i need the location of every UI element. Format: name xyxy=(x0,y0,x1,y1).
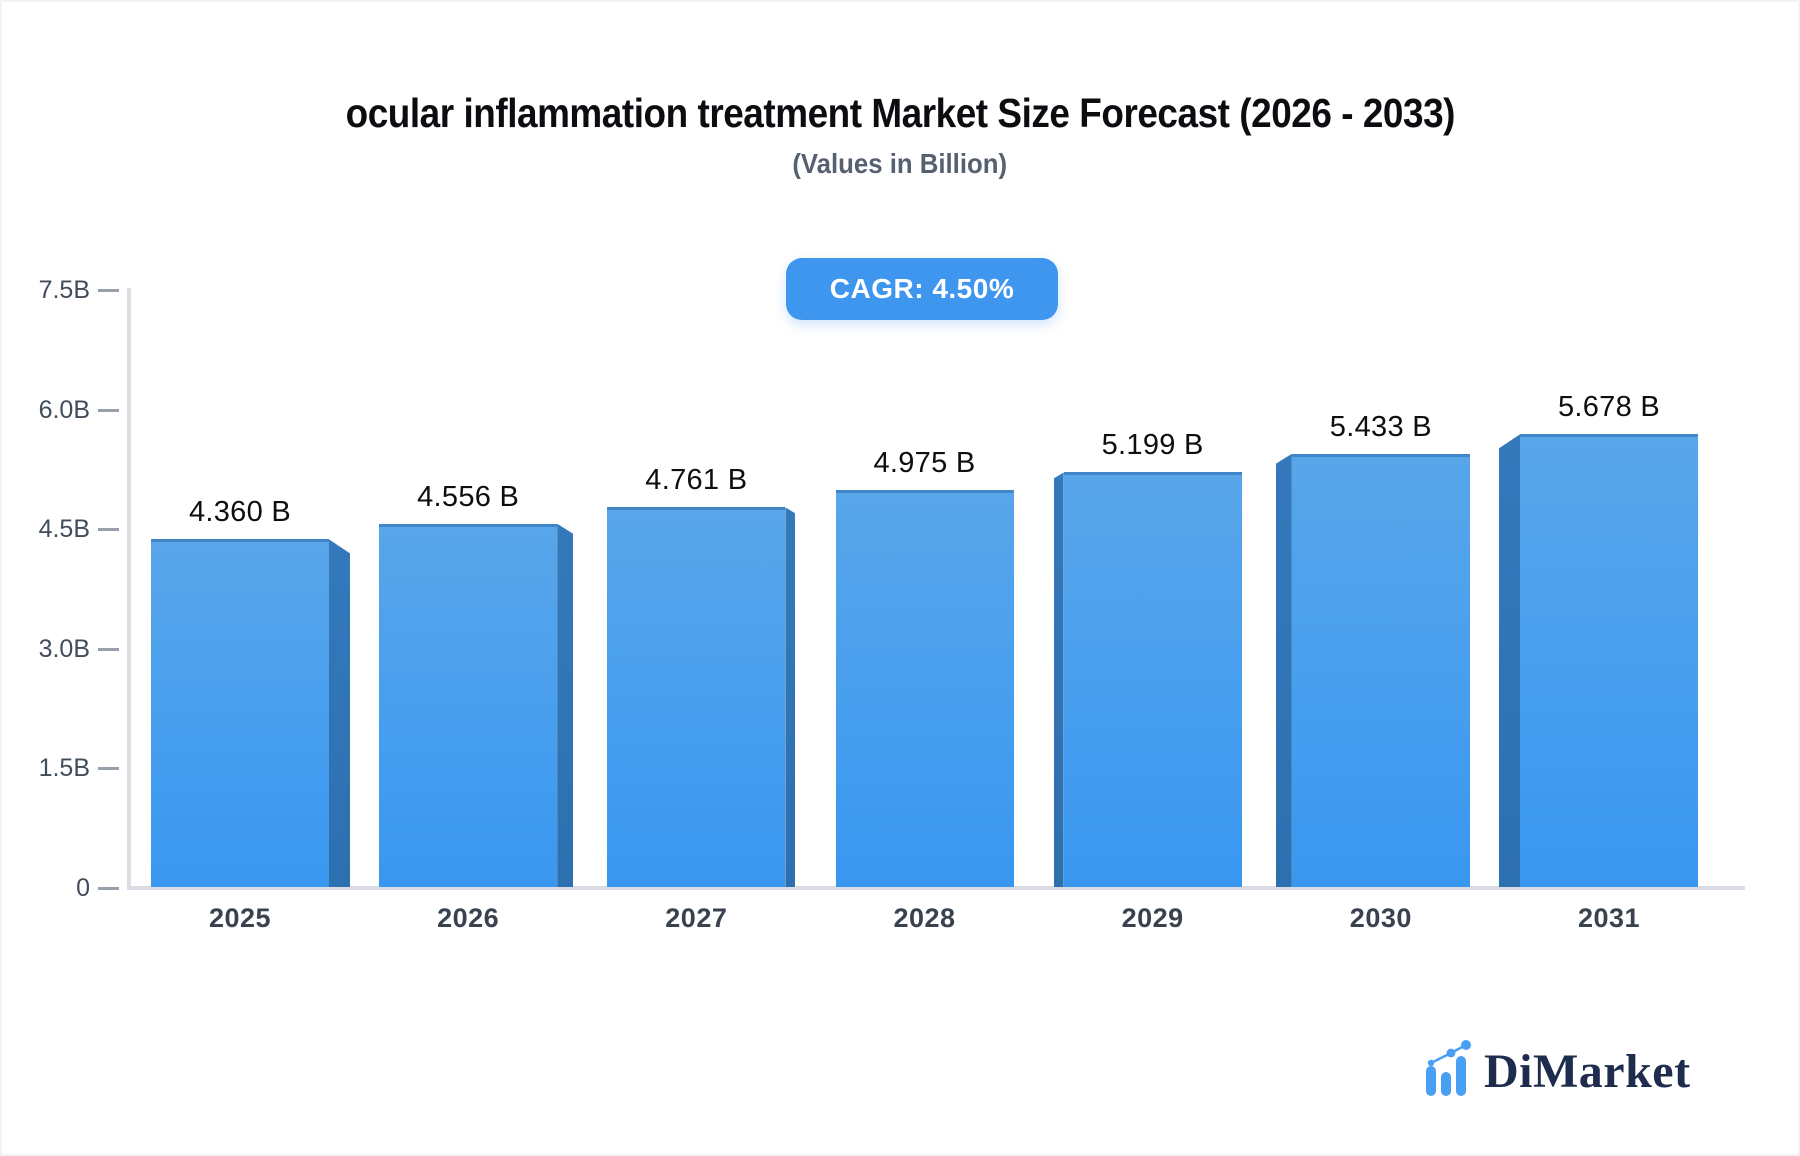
bar-value-label: 5.199 B xyxy=(1101,429,1204,462)
bar-value-label: 5.433 B xyxy=(1329,410,1432,443)
y-tick-label: 7.5B xyxy=(38,276,90,304)
chart-subtitle-text: (Values in Billion) xyxy=(792,148,1008,179)
bar-side-3d xyxy=(785,507,796,887)
bar-side-3d xyxy=(329,539,350,887)
bar-value-label: 4.360 B xyxy=(188,496,292,529)
brand-logo: DiMarket xyxy=(1424,1040,1691,1098)
bar-value-label: 4.975 B xyxy=(873,447,976,480)
bar xyxy=(1063,472,1242,887)
y-tick-label: 0 xyxy=(76,874,90,902)
chart-title-text: ocular inflammation treatment Market Siz… xyxy=(345,90,1455,136)
y-tick-label: 6.0B xyxy=(38,395,90,424)
bar-value-label: 4.556 B xyxy=(417,480,520,513)
y-axis-line xyxy=(127,288,131,889)
y-tick-label: 4.5B xyxy=(38,515,90,544)
bar-side-3d xyxy=(1275,453,1292,887)
x-tick-label: 2026 xyxy=(437,903,500,933)
y-tick-mark xyxy=(98,528,119,532)
y-tick-mark xyxy=(98,647,119,651)
bar xyxy=(607,507,786,887)
bar-side-3d xyxy=(557,523,574,887)
y-tick-label: 1.5B xyxy=(38,754,90,783)
bar xyxy=(379,523,558,887)
y-tick-mark xyxy=(98,887,119,890)
x-tick-label: 2029 xyxy=(1121,903,1184,933)
bar-value-label: 4.761 B xyxy=(645,464,748,497)
bar xyxy=(1291,453,1470,887)
y-tick-mark xyxy=(98,767,119,771)
chart-subtitle: (Values in Billion) xyxy=(0,146,1800,182)
brand-logo-text: DiMarket xyxy=(1484,1045,1691,1098)
bar xyxy=(151,539,329,887)
chart-title: ocular inflammation treatment Market Siz… xyxy=(0,88,1800,138)
bar xyxy=(1520,434,1699,887)
y-tick-label: 3.0B xyxy=(38,634,90,663)
bar xyxy=(835,490,1014,887)
cagr-badge-label: CAGR: 4.50% xyxy=(829,273,1015,304)
x-tick-label: 2028 xyxy=(893,903,956,933)
y-tick-mark xyxy=(98,289,119,292)
x-tick-label: 2027 xyxy=(665,903,728,933)
x-tick-label: 2025 xyxy=(208,903,272,933)
cagr-badge: CAGR: 4.50% xyxy=(786,258,1058,320)
x-tick-label: 2030 xyxy=(1349,903,1412,933)
x-tick-label: 2031 xyxy=(1577,903,1641,933)
bar-side-3d xyxy=(1053,472,1064,887)
bar-value-label: 5.678 B xyxy=(1557,391,1661,424)
y-tick-mark xyxy=(98,408,119,412)
x-axis-line xyxy=(127,886,1745,890)
bar-side-3d xyxy=(1499,434,1521,887)
mini-bar-line-chart-icon xyxy=(1426,1040,1471,1096)
